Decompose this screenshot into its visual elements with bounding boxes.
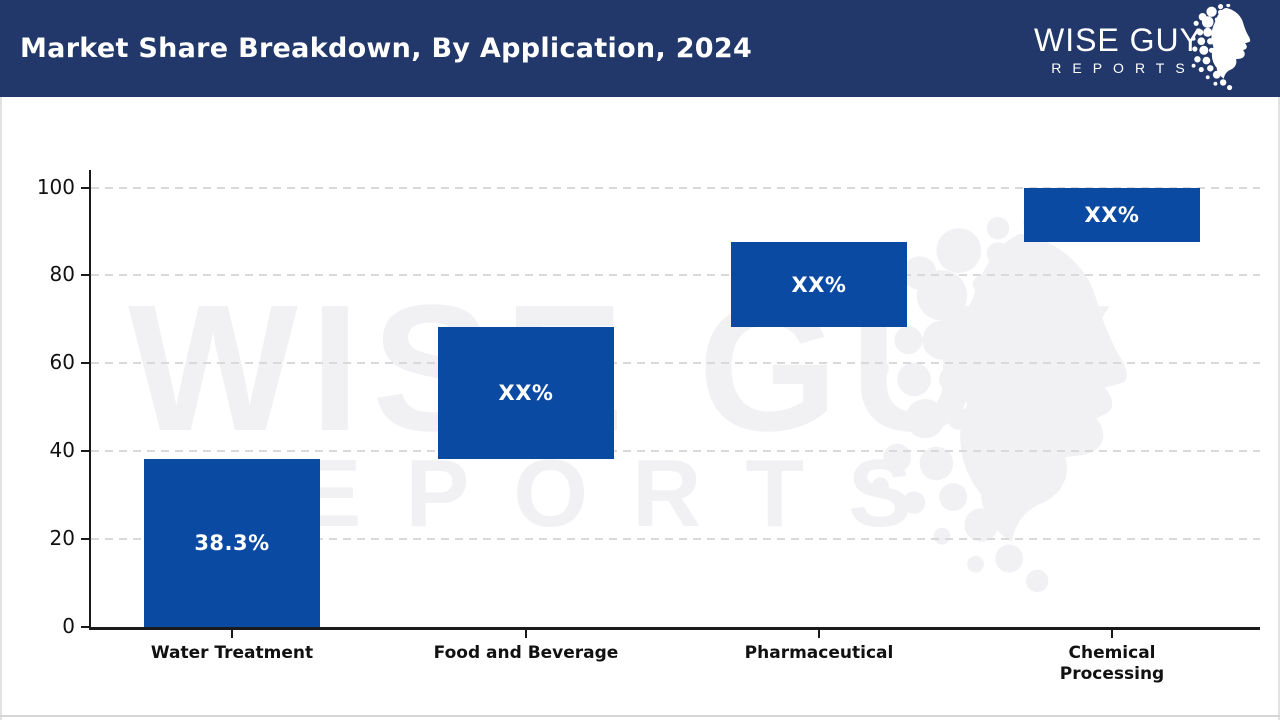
bar-water-treatment: 38.3% xyxy=(144,458,320,627)
bar-value-label-chemical-processing: XX% xyxy=(1084,202,1140,227)
brand-logo: WISE GUY REPORTS xyxy=(1034,4,1270,94)
y-tick-40 xyxy=(81,450,89,453)
bar-food-and-beverage: XX% xyxy=(438,327,614,459)
logo-wordmark: WISE GUY REPORTS xyxy=(1034,22,1202,76)
gridline-80 xyxy=(91,274,1260,277)
page-title: Market Share Breakdown, By Application, … xyxy=(20,33,753,64)
y-tick-label-100: 100 xyxy=(36,174,75,199)
y-tick-label-60: 60 xyxy=(49,350,75,375)
chart-area: WISE GUY REPORTS 0 20 40 60 80 100 38.3% Water … xyxy=(0,97,1280,720)
bar-value-label-water-treatment: 38.3% xyxy=(194,530,270,555)
x-axis-line xyxy=(89,627,1260,630)
x-label-water-treatment: Water Treatment xyxy=(150,643,314,663)
y-tick-label-20: 20 xyxy=(49,526,75,551)
x-tick-chemical-processing xyxy=(1111,630,1113,638)
x-tick-food-and-beverage xyxy=(525,630,527,638)
x-tick-water-treatment xyxy=(231,630,233,638)
y-tick-80 xyxy=(81,274,89,277)
gridline-20 xyxy=(91,538,1260,541)
gridline-60 xyxy=(91,362,1260,365)
bottom-divider xyxy=(0,715,1280,717)
gridline-100 xyxy=(91,186,1260,189)
bar-pharmaceutical: XX% xyxy=(731,242,907,328)
y-tick-60 xyxy=(81,362,89,365)
x-label-food-and-beverage: Food and Beverage xyxy=(433,643,619,663)
y-tick-label-80: 80 xyxy=(49,262,75,287)
x-tick-pharmaceutical xyxy=(818,630,820,638)
y-tick-label-0: 0 xyxy=(62,614,75,638)
gridline-40 xyxy=(91,450,1260,453)
y-axis-line xyxy=(89,170,91,627)
bar-chemical-processing: XX% xyxy=(1024,187,1200,243)
logo-name-text: WISE GUY xyxy=(1033,22,1202,58)
y-tick-20 xyxy=(81,538,89,541)
x-label-chemical-processing: Chemical Processing xyxy=(1059,643,1165,685)
bar-value-label-pharmaceutical: XX% xyxy=(791,272,847,297)
bar-value-label-food-and-beverage: XX% xyxy=(498,381,554,406)
x-label-pharmaceutical: Pharmaceutical xyxy=(744,643,894,663)
y-tick-0 xyxy=(81,626,89,628)
y-tick-100 xyxy=(81,186,89,189)
logo-head-icon xyxy=(1184,4,1270,94)
header: Market Share Breakdown, By Application, … xyxy=(0,0,1280,97)
y-tick-label-40: 40 xyxy=(49,438,75,463)
logo-reports-text: REPORTS xyxy=(1051,60,1196,76)
plot: 0 20 40 60 80 100 38.3% Water Treatment XX% Food … xyxy=(37,170,1260,684)
